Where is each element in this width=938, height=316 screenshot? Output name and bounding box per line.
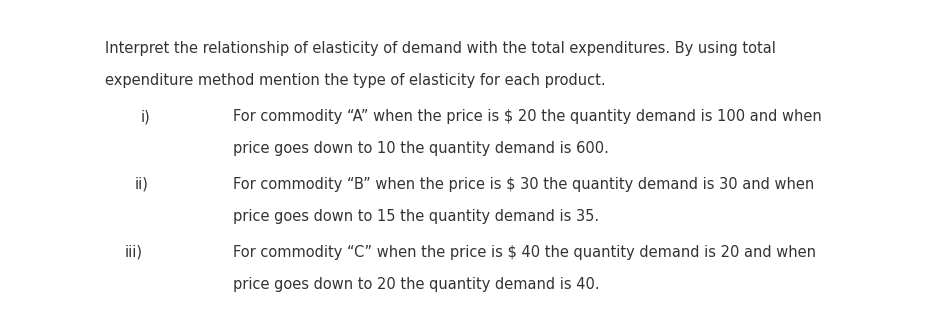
Text: For commodity “C” when the price is $ 40 the quantity demand is 20 and when: For commodity “C” when the price is $ 40… xyxy=(233,245,816,260)
Text: Interpret the relationship of elasticity of demand with the total expenditures. : Interpret the relationship of elasticity… xyxy=(105,41,776,56)
Text: For commodity “A” when the price is $ 20 the quantity demand is 100 and when: For commodity “A” when the price is $ 20… xyxy=(233,109,822,124)
Text: price goes down to 10 the quantity demand is 600.: price goes down to 10 the quantity deman… xyxy=(233,141,609,155)
Text: iii): iii) xyxy=(125,245,143,260)
Text: ii): ii) xyxy=(134,177,148,192)
Text: i): i) xyxy=(141,109,150,124)
Text: For commodity “B” when the price is $ 30 the quantity demand is 30 and when: For commodity “B” when the price is $ 30… xyxy=(233,177,814,192)
Text: price goes down to 15 the quantity demand is 35.: price goes down to 15 the quantity deman… xyxy=(233,209,598,223)
Text: price goes down to 20 the quantity demand is 40.: price goes down to 20 the quantity deman… xyxy=(233,276,599,291)
Text: expenditure method mention the type of elasticity for each product.: expenditure method mention the type of e… xyxy=(105,73,606,88)
